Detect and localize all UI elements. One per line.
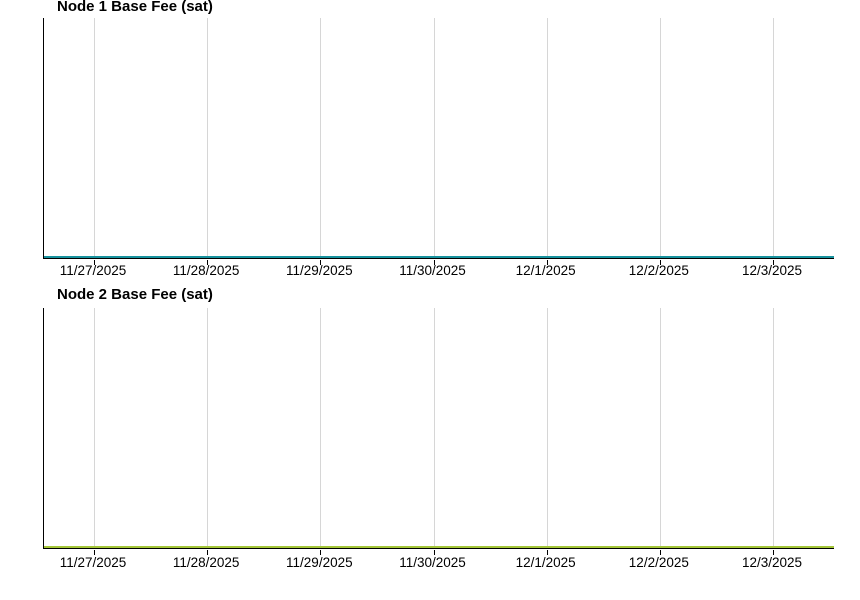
- x-axis-tick-label: 12/2/2025: [628, 555, 689, 570]
- x-axis-tick-label: 12/3/2025: [741, 555, 803, 570]
- x-axis-tick: [659, 260, 661, 265]
- gridline: [433, 308, 435, 548]
- gridline: [659, 308, 661, 548]
- x-axis-tick-label: 11/29/2025: [286, 263, 353, 278]
- x-axis-tick: [659, 550, 661, 555]
- gridline: [320, 308, 322, 548]
- x-axis-tick-label: 11/27/2025: [59, 263, 127, 278]
- x-axis-tick-label: 11/29/2025: [286, 555, 353, 570]
- chart-title: Node 1 Base Fee (sat): [57, 0, 213, 15]
- x-axis-tick: [207, 260, 209, 265]
- plot-area: [43, 308, 834, 555]
- x-axis-tick: [207, 550, 209, 555]
- gridline: [94, 18, 95, 258]
- x-axis-tick: [433, 550, 435, 555]
- gridline: [773, 18, 774, 258]
- x-axis-tick: [773, 550, 774, 555]
- gridline: [433, 18, 435, 258]
- node2-base-fee-chart: Node 2 Base Fee (sat) 11/27/2025 11/28/20…: [0, 286, 860, 600]
- series-line: [44, 546, 834, 548]
- x-axis-tick-label: 11/30/2025: [399, 555, 466, 570]
- x-axis-tick-label: 11/28/2025: [172, 555, 240, 570]
- x-axis-tick: [320, 260, 322, 265]
- plot-area: [43, 18, 834, 265]
- x-axis-tick: [546, 260, 548, 265]
- gridline: [659, 18, 661, 258]
- gridline: [207, 18, 209, 258]
- gridline: [546, 18, 548, 258]
- x-axis-tick: [94, 550, 95, 555]
- x-axis-tick-label: 11/27/2025: [59, 555, 127, 570]
- x-axis-tick-label: 12/1/2025: [515, 263, 576, 278]
- x-axis-tick-label: 12/1/2025: [515, 555, 576, 570]
- node1-base-fee-chart: Node 1 Base Fee (sat) 11/27/2025 11/28/20…: [0, 0, 860, 286]
- x-axis-labels: 11/27/2025 11/28/2025 11/29/2025 11/30/2025…: [43, 555, 833, 573]
- gridline: [94, 308, 95, 548]
- chart-title: Node 2 Base Fee (sat): [57, 286, 213, 303]
- x-axis-labels: 11/27/2025 11/28/2025 11/29/2025 11/30/2025…: [43, 263, 833, 281]
- x-axis-tick-label: 12/2/2025: [628, 263, 689, 278]
- x-axis-tick: [433, 260, 435, 265]
- x-axis-tick-label: 12/3/2025: [741, 263, 803, 278]
- gridline: [546, 308, 548, 548]
- x-axis-tick: [320, 550, 322, 555]
- gridline: [773, 308, 774, 548]
- x-axis-tick-label: 11/30/2025: [399, 263, 466, 278]
- x-axis-tick: [546, 550, 548, 555]
- x-axis-tick-label: 11/28/2025: [172, 263, 240, 278]
- series-line: [44, 256, 834, 258]
- gridline: [207, 308, 209, 548]
- gridline: [320, 18, 322, 258]
- x-axis-tick: [94, 260, 95, 265]
- x-axis-tick: [773, 260, 774, 265]
